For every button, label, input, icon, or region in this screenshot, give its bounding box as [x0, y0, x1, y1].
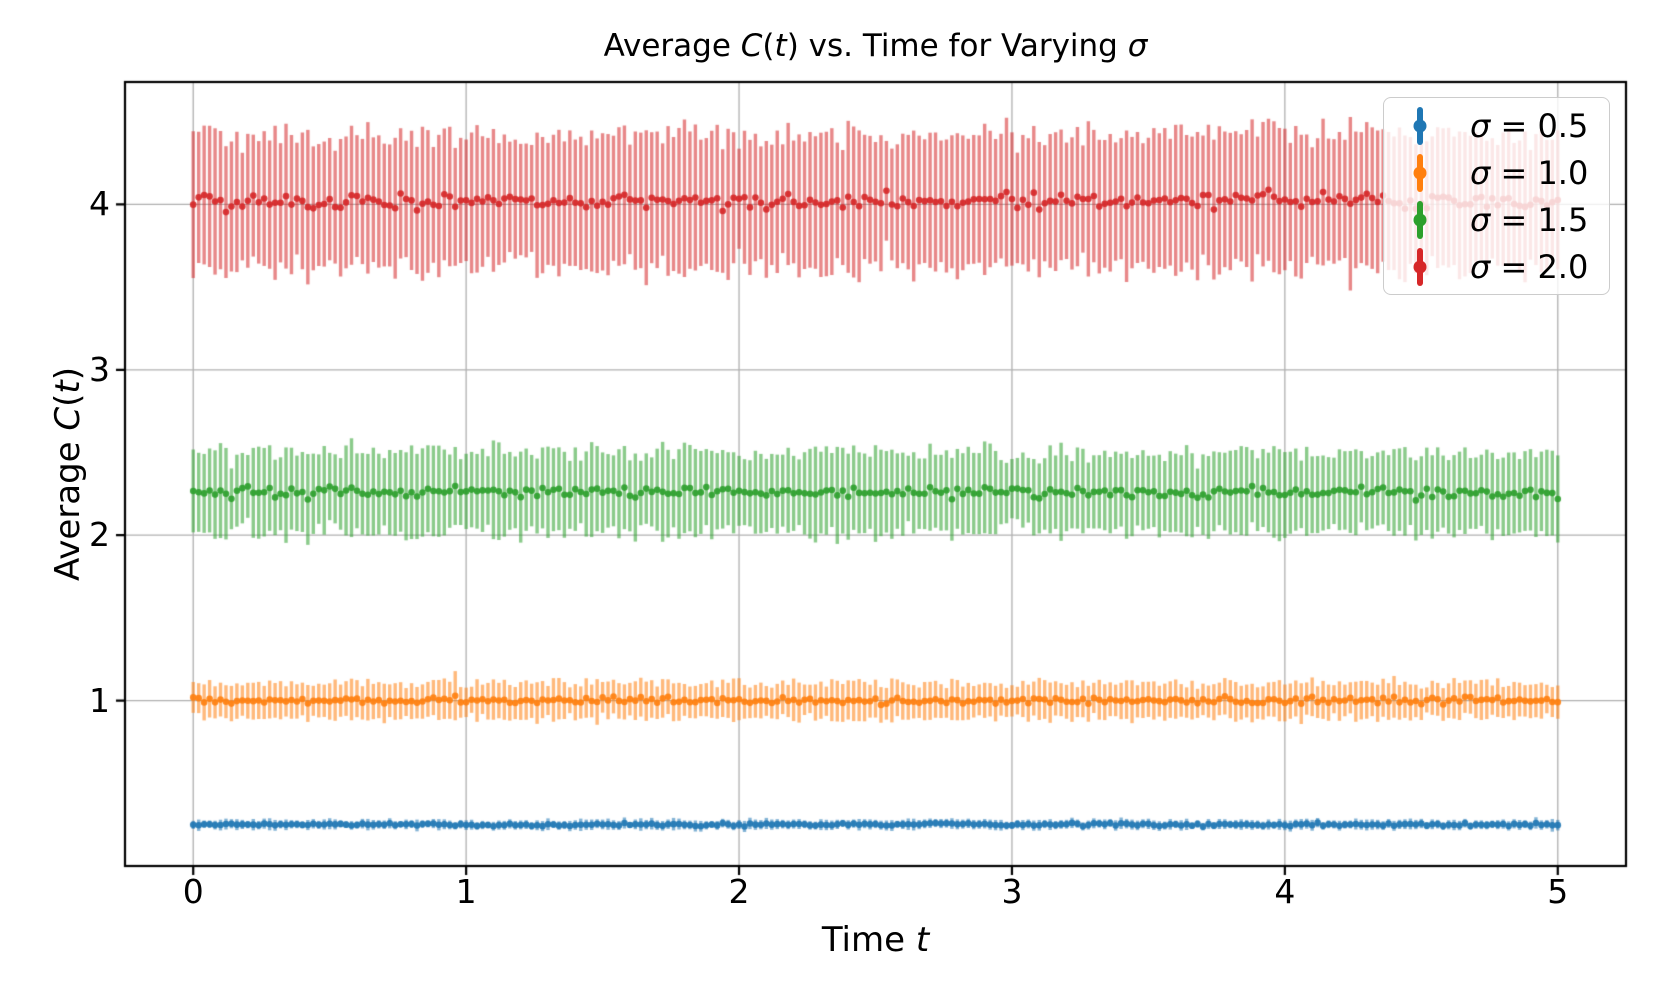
legend-sigma: σ: [1470, 200, 1491, 239]
legend-item: σ = 0.5: [1396, 103, 1609, 149]
title-text-2: ) vs. Time for Varying: [786, 28, 1128, 64]
legend-item: σ = 1.5: [1396, 197, 1609, 243]
y-tick-label: 1: [89, 680, 110, 720]
x-axis-label: Time t: [125, 920, 1626, 960]
legend-point: [1413, 119, 1427, 132]
title-paren-open: (: [762, 28, 775, 64]
y-axis-label-paren-open: (: [48, 393, 88, 407]
title-math-C: C: [740, 28, 763, 64]
x-axis-label-math-t: t: [915, 920, 930, 960]
x-tick-label: 1: [455, 872, 477, 911]
legend-value: = 1.5: [1490, 200, 1589, 239]
x-tick-label: 5: [1547, 872, 1569, 911]
legend-item: σ = 2.0: [1396, 244, 1609, 290]
legend-value: = 0.5: [1490, 106, 1589, 145]
title-text: Average: [603, 28, 741, 64]
legend-value: = 2.0: [1490, 247, 1589, 286]
errorbar-marker-icon: [1396, 197, 1444, 243]
legend-point: [1413, 260, 1427, 273]
legend-sigma: σ: [1470, 153, 1491, 192]
y-axis-label: Average C(t): [48, 194, 88, 754]
chart-title: Average C(t) vs. Time for Varying σ: [125, 28, 1626, 64]
title-math-sigma: σ: [1127, 28, 1148, 64]
x-tick-label: 0: [182, 872, 204, 911]
legend-point: [1413, 166, 1427, 179]
legend: σ = 0.5 σ = 1.0 σ = 1.5 σ = 2.0: [1383, 97, 1610, 295]
legend-sigma: σ: [1470, 247, 1491, 286]
x-tick-label: 2: [728, 872, 750, 911]
legend-label: σ = 1.5: [1470, 201, 1588, 239]
y-tick-label: 4: [89, 184, 110, 224]
legend-item: σ = 1.0: [1396, 150, 1609, 196]
x-axis-label-text: Time: [821, 920, 916, 960]
x-tick-label: 3: [1001, 872, 1023, 911]
errorbar-marker-icon: [1396, 150, 1444, 196]
x-tick-label: 4: [1274, 872, 1296, 911]
y-axis-label-math-C: C: [48, 406, 88, 431]
y-tick-label: 3: [89, 349, 110, 389]
legend-label: σ = 0.5: [1470, 107, 1588, 145]
legend-label: σ = 1.0: [1470, 154, 1588, 192]
legend-sigma: σ: [1470, 106, 1491, 145]
title-math-t: t: [774, 28, 787, 64]
legend-value: = 1.0: [1490, 153, 1589, 192]
legend-label: σ = 2.0: [1470, 248, 1588, 286]
y-tick-label: 2: [89, 515, 110, 555]
y-axis-label-text: Average: [48, 430, 88, 582]
errorbar-marker-icon: [1396, 103, 1444, 149]
errorbar-marker-icon: [1396, 244, 1444, 290]
legend-point: [1413, 213, 1427, 226]
